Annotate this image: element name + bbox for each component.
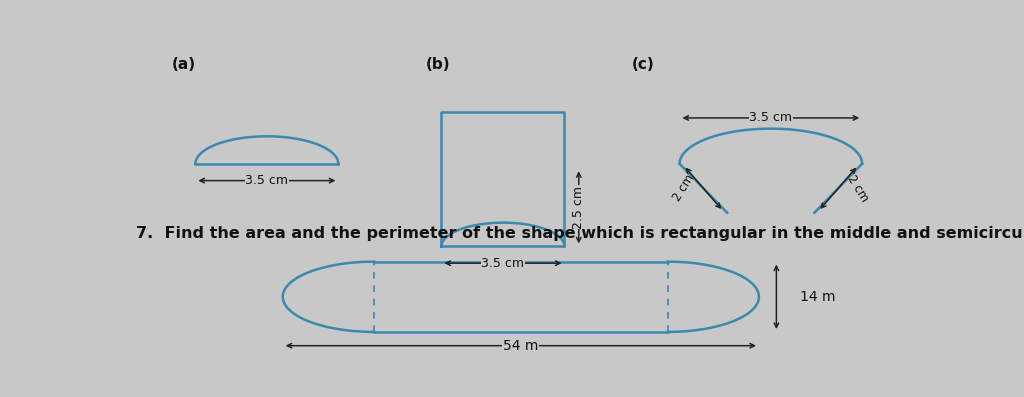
Text: 2.5 cm: 2.5 cm <box>572 186 586 229</box>
Text: 3.5 cm: 3.5 cm <box>246 174 289 187</box>
Text: (c): (c) <box>632 57 654 72</box>
Text: 3.5 cm: 3.5 cm <box>481 256 524 270</box>
Text: 54 m: 54 m <box>503 339 539 353</box>
Text: 7.  Find the area and the perimeter of the shape which is rectangular in the mid: 7. Find the area and the perimeter of th… <box>136 226 1024 241</box>
Text: 2 cm: 2 cm <box>845 172 871 204</box>
Text: 2 cm: 2 cm <box>671 172 696 204</box>
Text: (a): (a) <box>172 57 196 72</box>
Text: 14 m: 14 m <box>800 290 836 304</box>
Text: 3.5 cm: 3.5 cm <box>750 112 793 124</box>
Text: (b): (b) <box>426 57 451 72</box>
